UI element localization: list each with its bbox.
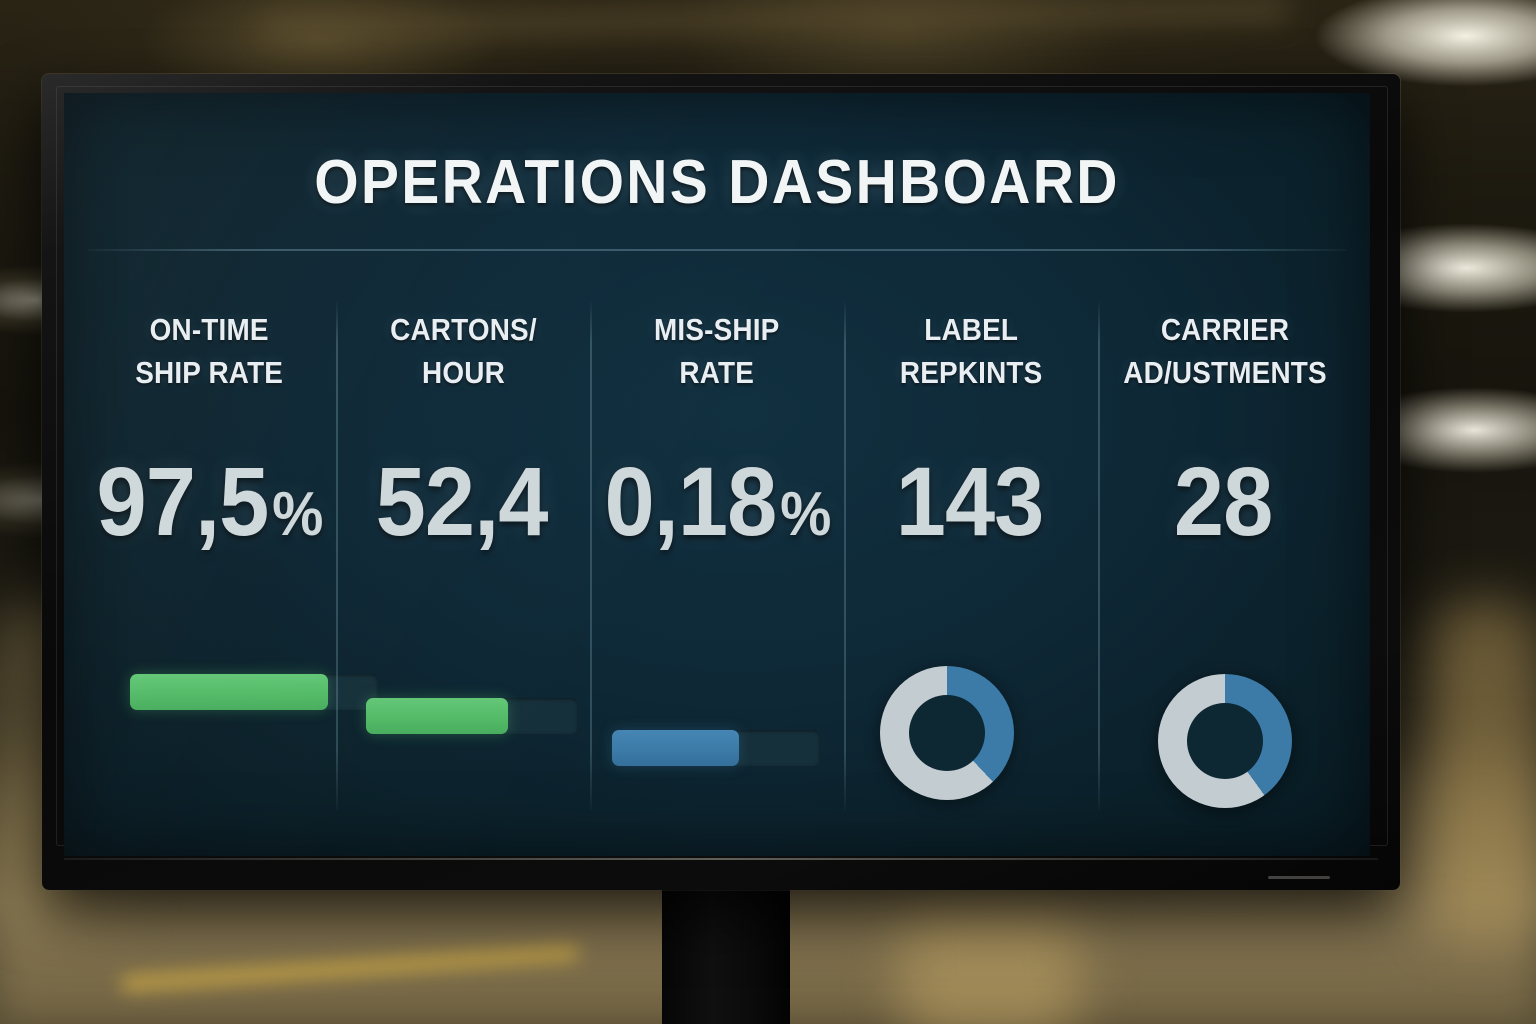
- progress-fill-cartons-per-hour: [366, 698, 509, 734]
- kpi-value-unit: %: [271, 479, 323, 549]
- monitor-bezel: OPERATIONS DASHBOARD ON-TIME SHIP RATE 9…: [42, 74, 1400, 890]
- kpi-label-line2: HOUR: [421, 355, 505, 391]
- kpi-value-on-time-ship-rate: 97,5%: [96, 446, 323, 556]
- kpi-label-line1: CARTONS/: [389, 312, 537, 347]
- kpi-value-carrier-adjustments: 28: [1174, 453, 1276, 550]
- progress-track-mis-ship-rate: [612, 730, 820, 766]
- kpi-label-line2: AD/USTMENTS: [1123, 355, 1327, 391]
- progress-fill-on-time-ship-rate: [130, 674, 329, 710]
- kpi-value-number: 97,5: [96, 446, 269, 556]
- display-screen: OPERATIONS DASHBOARD ON-TIME SHIP RATE 9…: [64, 93, 1370, 856]
- kpi-label-line2: REPKINTS: [899, 355, 1043, 391]
- kpi-card-on-time-ship-rate[interactable]: ON-TIME SHIP RATE 97,5%: [82, 288, 378, 828]
- kpi-label-mis-ship-rate: MIS-SHIP RATE: [654, 308, 779, 395]
- progress-track-on-time-ship-rate: [130, 674, 378, 710]
- kpi-label-on-time-ship-rate: ON-TIME SHIP RATE: [135, 308, 283, 395]
- kpi-value-label-reprints: 143: [895, 453, 1046, 550]
- kpi-label-carrier-adjustments: CARRIER AD/USTMENTS: [1123, 308, 1326, 395]
- donut-chart-carrier-adjustments: [1158, 674, 1292, 808]
- kpi-row: ON-TIME SHIP RATE 97,5% CARTONS: [82, 288, 1352, 828]
- kpi-value-number: 0,18: [604, 446, 777, 556]
- donut-wrap-label-reprints: [880, 666, 1014, 800]
- warehouse-rack-blur-b: [1430, 600, 1536, 940]
- kpi-label-line1: MIS-SHIP: [654, 312, 780, 347]
- kpi-value-number: 52,4: [375, 446, 548, 556]
- kpi-label-line1: CARRIER: [1160, 312, 1290, 347]
- kpi-label-line2: SHIP RATE: [135, 355, 283, 391]
- progress-track-cartons-per-hour: [366, 698, 578, 734]
- kpi-card-cartons-per-hour[interactable]: CARTONS/ HOUR 52,4: [336, 288, 590, 828]
- kpi-card-carrier-adjustments[interactable]: CARRIER AD/USTMENTS 28: [1098, 288, 1352, 828]
- progress-fill-mis-ship-rate: [612, 730, 739, 766]
- kpi-label-label-reprints: LABEL REPKINTS: [900, 308, 1043, 395]
- kpi-value-cartons-per-hour: 52,4: [375, 453, 551, 550]
- monitor-stand: [662, 884, 790, 1024]
- bezel-brand-mark: [1268, 876, 1330, 879]
- donut-chart-label-reprints: [880, 666, 1014, 800]
- kpi-value-number: 28: [1173, 446, 1273, 556]
- kpi-label-line1: ON-TIME: [149, 312, 269, 347]
- kpi-value-mis-ship-rate: 0,18%: [604, 446, 831, 556]
- kpi-label-line2: RATE: [679, 355, 755, 391]
- donut-hole: [1187, 703, 1263, 779]
- kpi-card-label-reprints[interactable]: LABEL REPKINTS 143: [844, 288, 1098, 828]
- title-divider: [88, 249, 1346, 251]
- operations-dashboard: OPERATIONS DASHBOARD ON-TIME SHIP RATE 9…: [64, 93, 1370, 856]
- donut-hole: [909, 695, 985, 771]
- warehouse-rack-blur-c: [900, 900, 1080, 1024]
- kpi-card-mis-ship-rate[interactable]: MIS-SHIP RATE 0,18%: [590, 288, 844, 828]
- kpi-value-number: 143: [895, 446, 1044, 556]
- donut-wrap-carrier-adjustments: [1158, 674, 1292, 808]
- page-title: OPERATIONS DASHBOARD: [314, 148, 1120, 217]
- kpi-value-unit: %: [779, 479, 831, 549]
- kpi-label-cartons-per-hour: CARTONS/ HOUR: [390, 308, 537, 395]
- kpi-label-line1: LABEL: [924, 312, 1018, 347]
- bezel-bottom-highlight: [64, 858, 1378, 860]
